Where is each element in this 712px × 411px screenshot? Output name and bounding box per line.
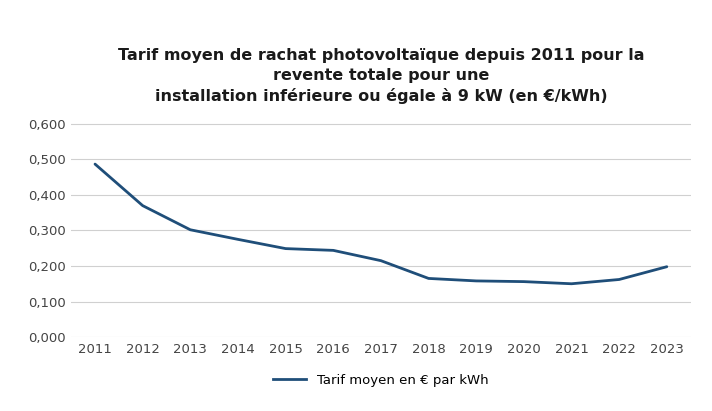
Title: Tarif moyen de rachat photovoltaïque depuis 2011 pour la
revente totale pour une: Tarif moyen de rachat photovoltaïque dep…	[117, 48, 644, 104]
Legend: Tarif moyen en € par kWh: Tarif moyen en € par kWh	[268, 369, 494, 393]
